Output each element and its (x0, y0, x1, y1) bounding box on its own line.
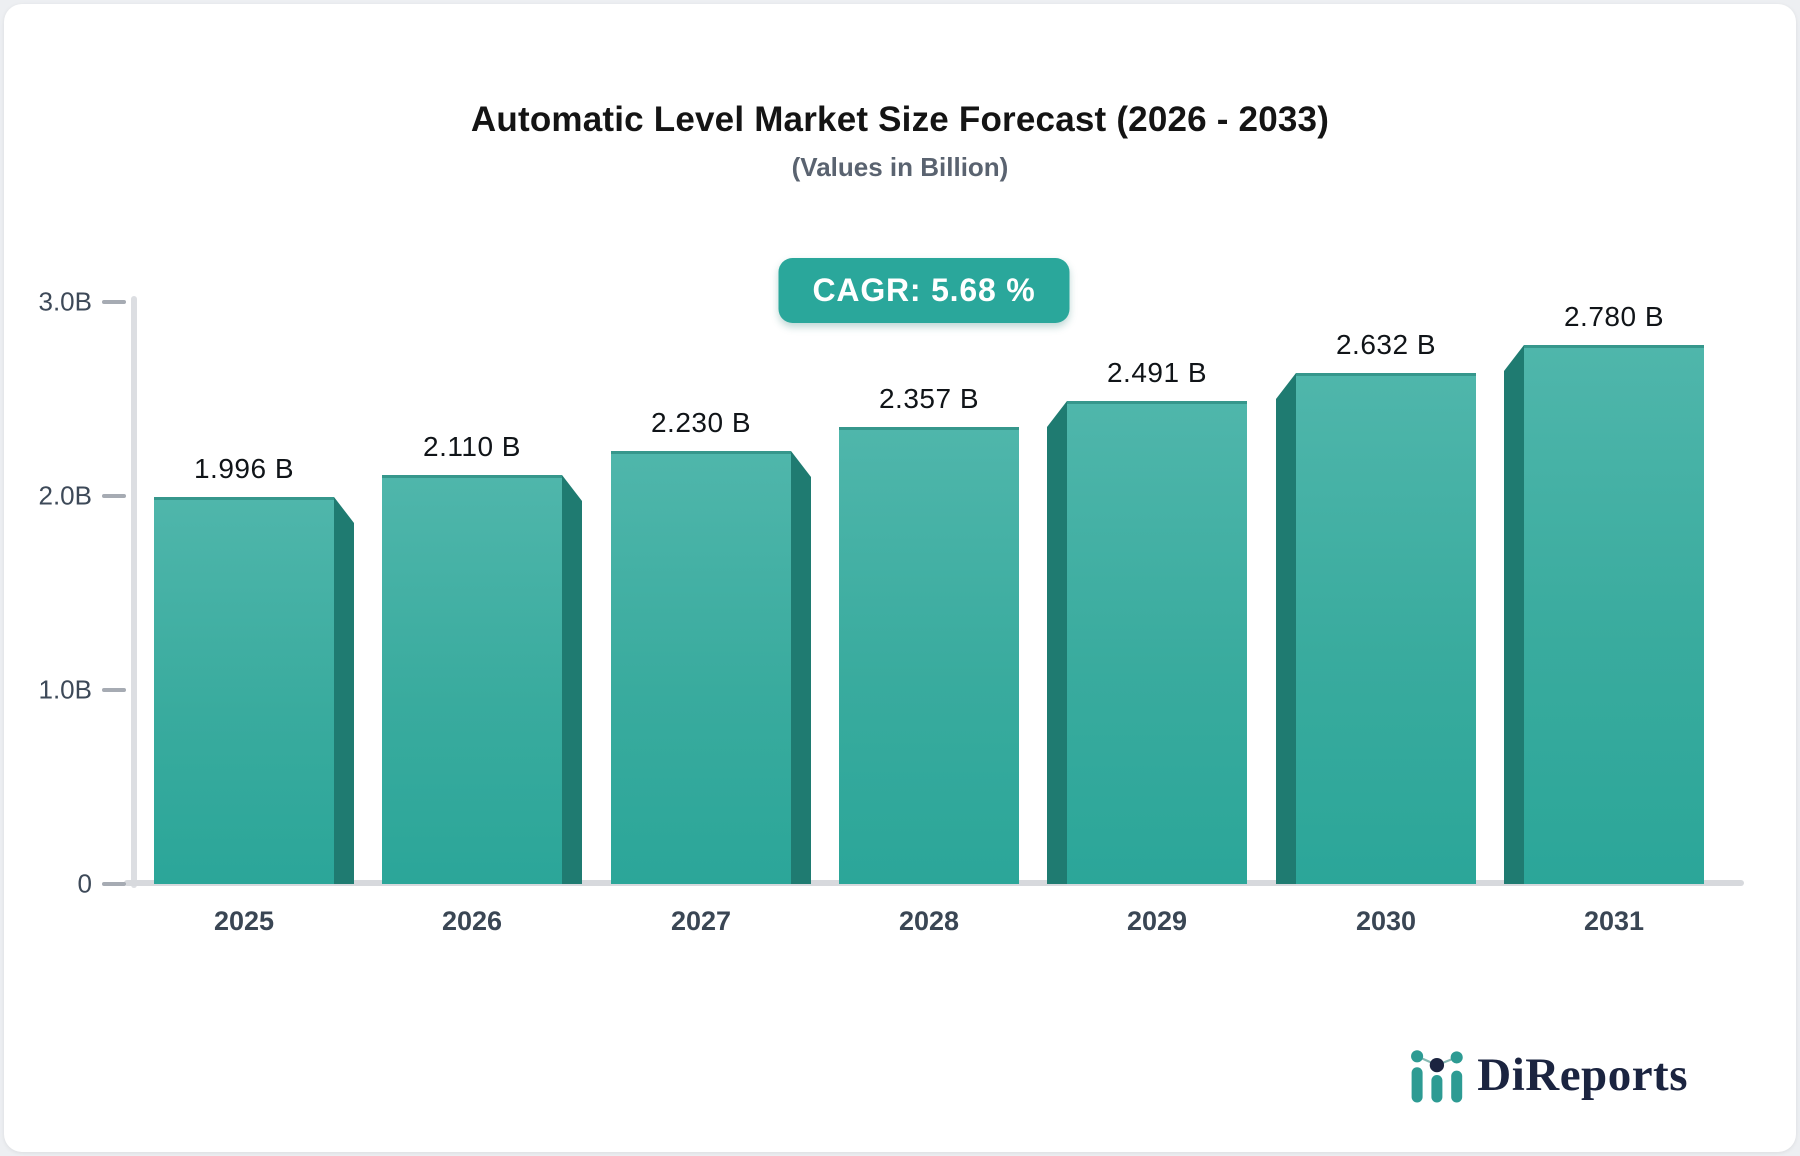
bar-2025 (154, 497, 334, 884)
chart-subtitle: (Values in Billion) (791, 152, 1009, 182)
mini-bar-chart-icon (1411, 1050, 1463, 1103)
bar-2029 (1067, 401, 1247, 884)
y-axis-tick-label: 2.0B (38, 480, 93, 511)
logo-text: DiReports (1477, 1049, 1688, 1101)
y-axis-tick-label: 0 (77, 868, 92, 899)
y-axis-tick-mark (102, 688, 126, 692)
bar-3d-side (562, 475, 582, 884)
chart-card: Automatic Level Market Size Forecast (20… (4, 4, 1796, 1152)
bar-value-label: 2.230 B (650, 407, 752, 438)
plot-area: 3.0B 2.0B 1.0B 0 1.996 B 2025 2.110 B 2026 2.230… (4, 4, 1796, 1152)
bar-3d-side (1504, 345, 1524, 884)
y-axis-tick-mark (102, 300, 126, 304)
cagr-badge: CAGR: 5.68 % (778, 258, 1070, 323)
x-axis-category-label: 2031 (1583, 906, 1645, 936)
y-axis-tick-mark (102, 882, 126, 886)
bar-value-label: 2.780 B (1563, 301, 1665, 332)
bar-3d-side (1276, 373, 1296, 884)
y-axis-line (131, 296, 137, 888)
chart-title: Automatic Level Market Size Forecast (20… (470, 100, 1330, 139)
bar-value-label: 2.357 B (878, 383, 980, 414)
x-axis-category-label: 2026 (441, 906, 503, 936)
bar-3d-side (791, 451, 811, 884)
bar-value-label: 1.996 B (193, 453, 295, 484)
direports-logo: DiReports (1405, 1042, 1688, 1108)
bar-2028 (839, 427, 1019, 884)
bar-3d-side (334, 497, 354, 884)
x-axis-category-label: 2029 (1126, 906, 1188, 936)
bar-value-label: 2.491 B (1106, 357, 1208, 388)
bar-value-label: 2.110 B (423, 431, 521, 462)
bar-2026 (382, 475, 562, 884)
x-axis-category-label: 2030 (1355, 906, 1417, 936)
y-axis-tick-label: 3.0B (38, 286, 93, 317)
x-axis-category-label: 2027 (670, 906, 732, 936)
x-axis-category-label: 2028 (898, 906, 960, 936)
bar-3d-side (1047, 401, 1067, 884)
bar-2027 (611, 451, 791, 884)
bar-2030 (1296, 373, 1476, 884)
y-axis-tick-mark (102, 494, 126, 498)
bar-2031 (1524, 345, 1704, 884)
bar-value-label: 2.632 B (1335, 329, 1437, 360)
y-axis-tick-label: 1.0B (38, 674, 93, 705)
x-axis-category-label: 2025 (213, 906, 275, 936)
